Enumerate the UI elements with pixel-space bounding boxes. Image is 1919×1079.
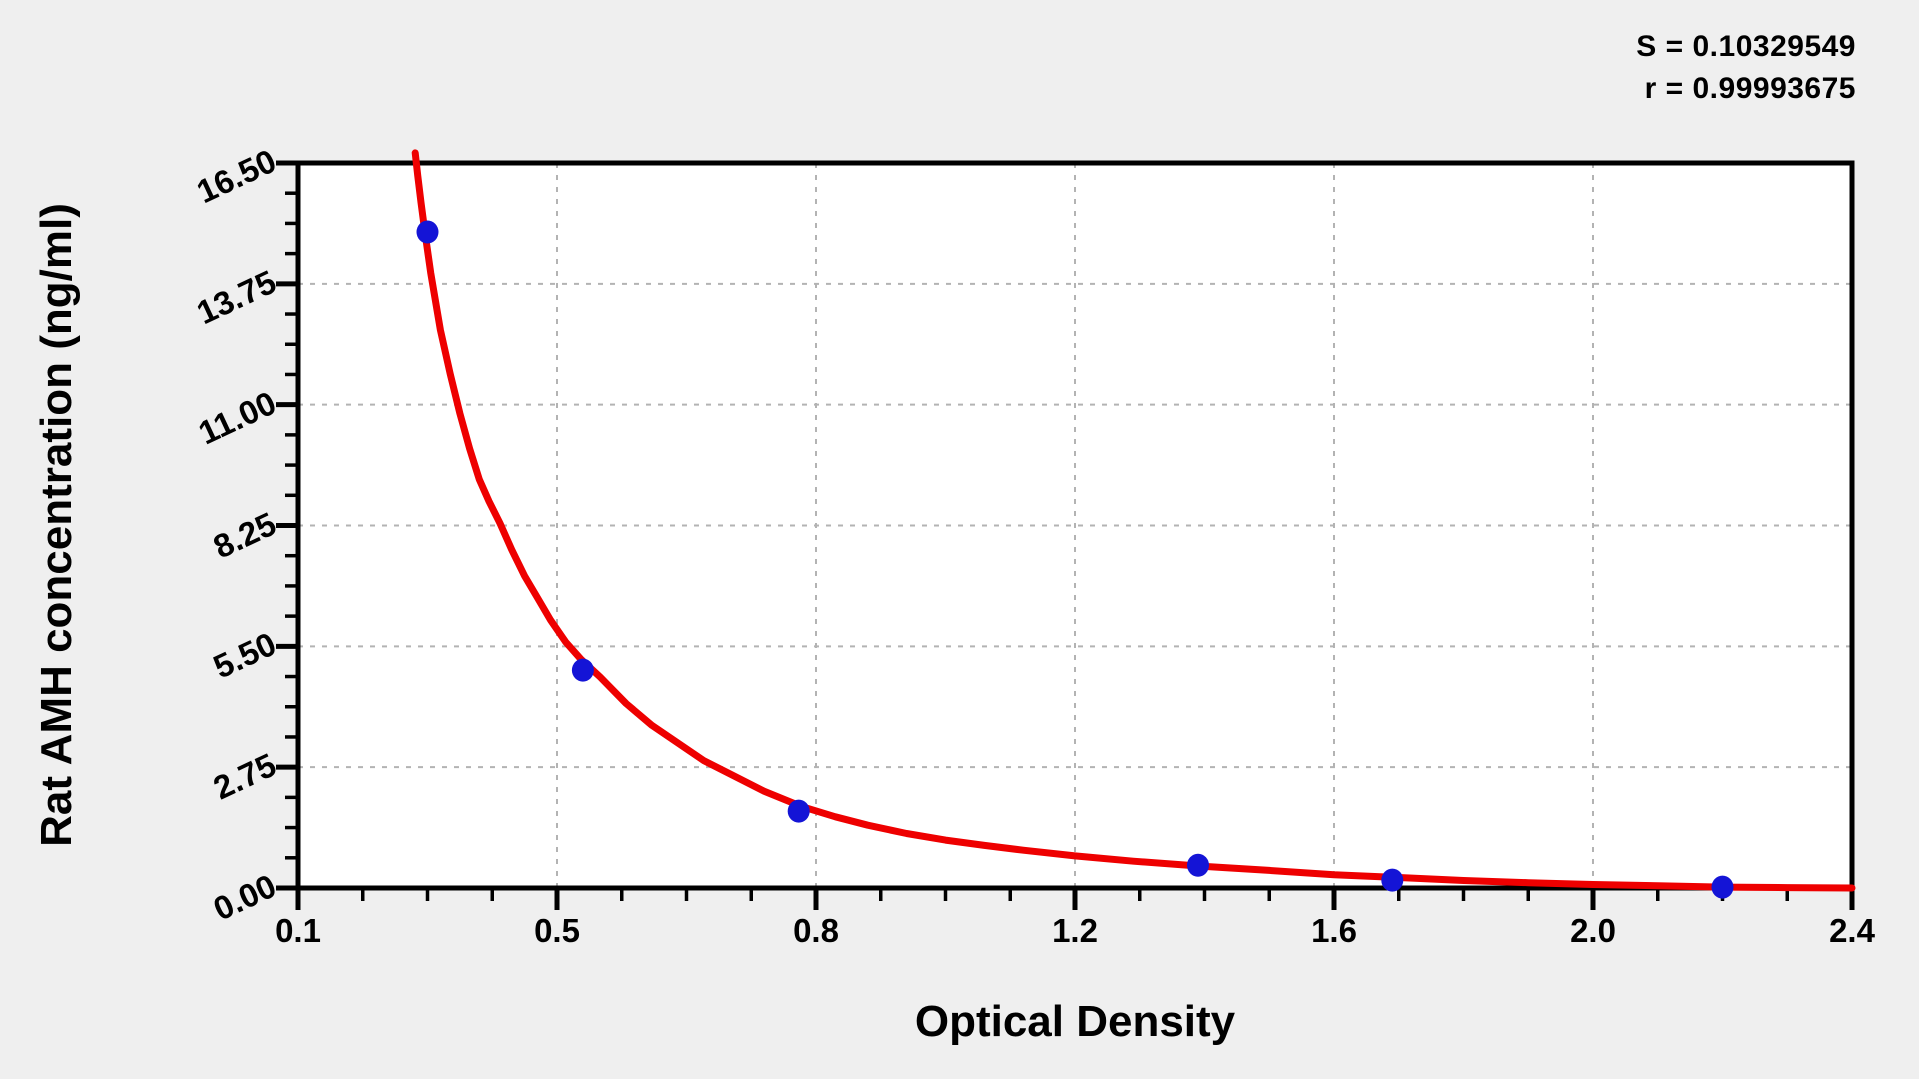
plot-border <box>295 160 1855 891</box>
data-point <box>571 658 594 682</box>
x-axis-title: Optical Density <box>914 997 1236 1046</box>
data-point <box>1381 868 1404 892</box>
fit-statistic-s: S = 0.10329549 <box>1636 30 1856 63</box>
fit-statistic-r: r = 0.99993675 <box>1644 72 1856 105</box>
x-tick-label: 0.1 <box>275 912 321 949</box>
x-tick-label: 0.5 <box>534 912 580 949</box>
x-tick-label: 2.0 <box>1570 912 1616 949</box>
x-tick-label: 1.2 <box>1052 912 1098 949</box>
data-point <box>416 220 439 244</box>
gridlines <box>298 163 1852 888</box>
x-tick-label: 1.6 <box>1311 912 1357 949</box>
data-points <box>416 220 1734 899</box>
x-tick-label: 2.4 <box>1829 912 1875 949</box>
y-axis-title: Rat AMH concentration (ng/ml) <box>32 203 81 847</box>
fit-statistics: S = 0.10329549 r = 0.99993675 <box>1636 26 1856 110</box>
fit-curve-line <box>411 149 1856 892</box>
data-point <box>787 799 810 823</box>
x-tick-label: 0.8 <box>793 912 839 949</box>
data-point <box>1711 875 1734 899</box>
data-point <box>1187 853 1209 877</box>
